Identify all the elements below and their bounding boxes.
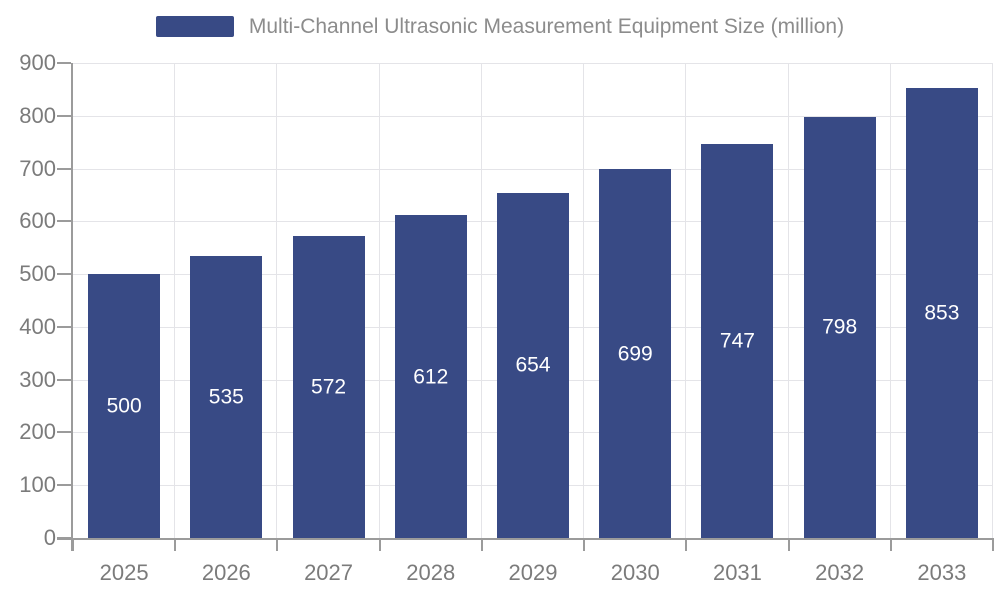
gridline-horizontal (73, 115, 993, 117)
gridline-vertical (787, 63, 789, 538)
x-axis-tick (583, 538, 586, 551)
x-axis-category-label: 2027 (304, 560, 354, 585)
bar-2028[interactable] (394, 215, 467, 538)
bar-2033[interactable] (905, 87, 978, 538)
x-axis-category-label: 2029 (508, 560, 558, 585)
y-axis-line (71, 63, 73, 551)
y-axis-tick (57, 273, 71, 276)
gridline-vertical (583, 63, 585, 538)
y-axis-tick-label: 300 (19, 366, 56, 392)
y-axis-tick (57, 325, 71, 328)
x-axis-tick (72, 538, 74, 551)
y-axis-tick (57, 167, 71, 170)
y-axis-tick-label: 200 (19, 419, 56, 445)
y-axis-tick-label: 400 (19, 313, 56, 339)
chart-legend[interactable]: Multi-Channel Ultrasonic Measurement Equ… (0, 16, 1000, 37)
x-axis-category-label: 2031 (712, 560, 762, 585)
y-axis-tick-label: 600 (19, 208, 56, 234)
gridline-horizontal (73, 63, 993, 64)
y-axis-tick (57, 378, 71, 381)
y-axis-tick (57, 220, 71, 223)
y-axis-tick (57, 484, 71, 487)
y-axis-tick-label: 900 (19, 50, 56, 75)
x-axis-category-label: 2026 (201, 560, 251, 585)
x-axis-tick (174, 538, 177, 551)
bar-2030[interactable] (599, 169, 672, 538)
x-axis-tick (276, 538, 279, 551)
bar-2032[interactable] (803, 116, 876, 538)
gridline-horizontal (73, 168, 993, 170)
x-axis-tick (378, 538, 381, 551)
x-axis-tick (685, 538, 688, 551)
gridline-vertical (174, 63, 176, 538)
x-axis-tick (889, 538, 892, 551)
gridline-vertical (378, 63, 380, 538)
x-axis-category-label: 2028 (406, 560, 456, 585)
plot-area: 500 535 572 612 654 699 747 798 853 (73, 63, 993, 538)
y-axis-tick (57, 431, 71, 434)
x-axis-category-label: 2033 (917, 560, 967, 585)
x-axis-line (57, 538, 993, 540)
gridline-vertical (276, 63, 278, 538)
x-axis-tick (787, 538, 790, 551)
x-axis-tick (480, 538, 483, 551)
legend-swatch-icon (155, 16, 234, 37)
gridline-vertical (992, 63, 993, 538)
y-axis-tick-label: 800 (19, 102, 56, 128)
gridline-vertical (889, 63, 891, 538)
x-axis-category-label: 2032 (815, 560, 865, 585)
y-axis-tick-label: 100 (19, 472, 56, 498)
y-axis-tick-label: 0 (43, 525, 56, 550)
y-axis-tick (57, 62, 71, 64)
bar-2026[interactable] (190, 255, 263, 538)
x-axis-category-label: 2030 (610, 560, 660, 585)
x-axis-tick (992, 538, 994, 551)
bar-2027[interactable] (292, 236, 365, 538)
bar-2025[interactable] (88, 274, 161, 538)
bar-2029[interactable] (497, 192, 569, 538)
legend-label: Multi-Channel Ultrasonic Measurement Equ… (248, 15, 845, 38)
y-axis-tick-label: 700 (19, 155, 56, 181)
y-axis-tick (57, 114, 71, 117)
bar-2031[interactable] (701, 143, 774, 538)
y-axis-tick-label: 500 (19, 261, 56, 287)
gridline-vertical (480, 63, 482, 538)
gridline-vertical (685, 63, 687, 538)
x-axis-category-label: 2025 (99, 560, 149, 585)
